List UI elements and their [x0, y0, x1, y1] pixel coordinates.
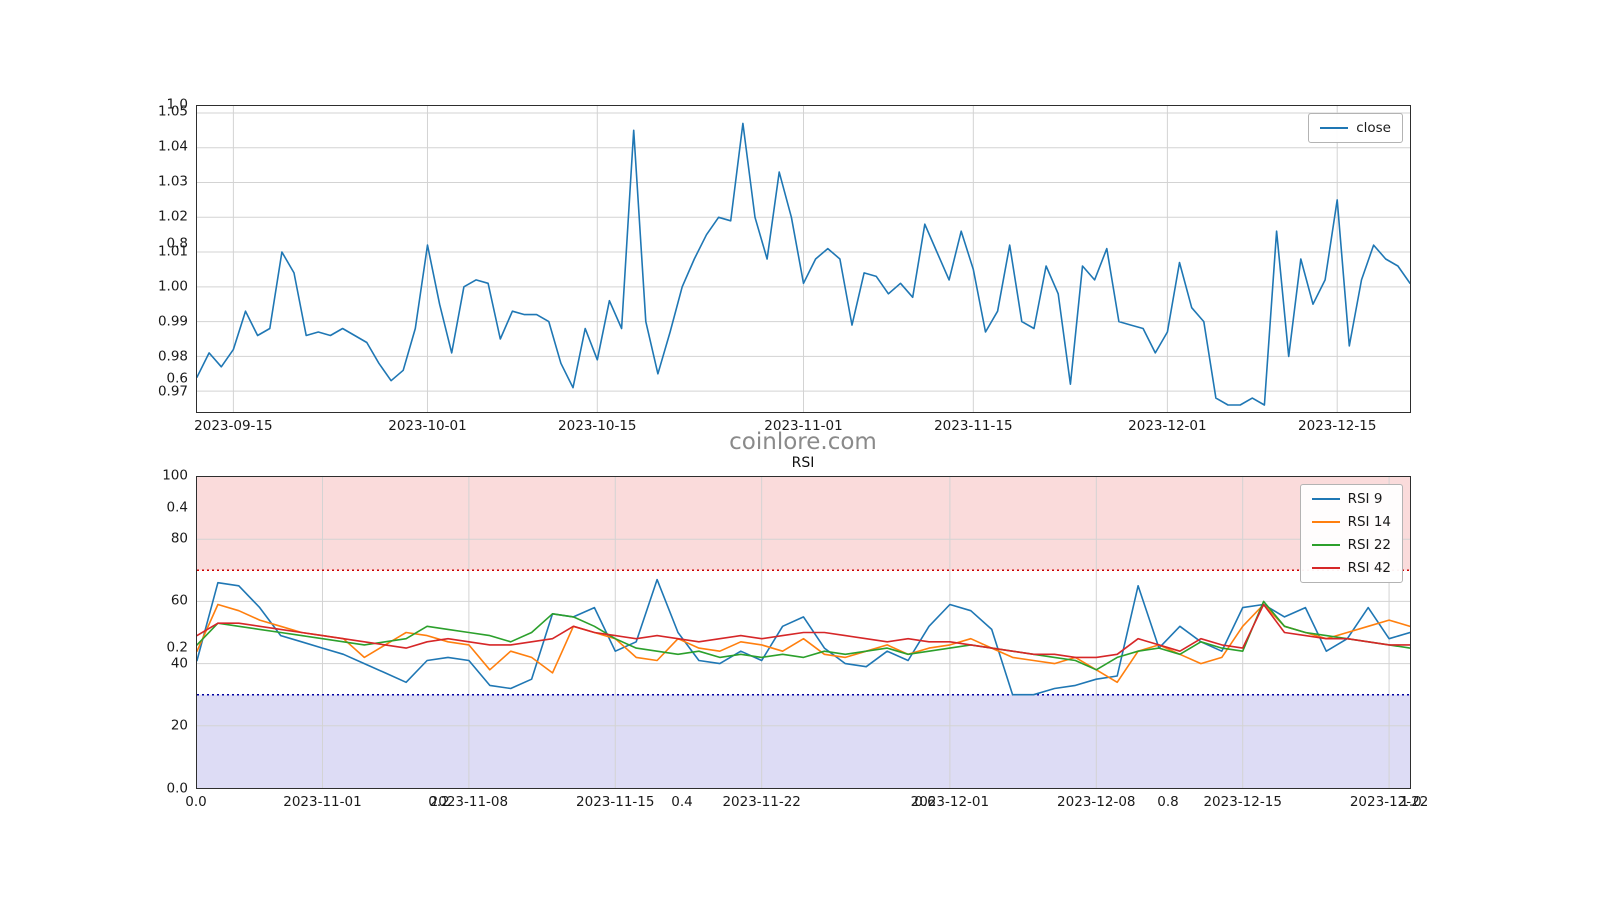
stray-tick-label: 0.6	[166, 370, 188, 387]
series-rsi-22	[197, 600, 1410, 671]
stray-tick-label: 0.0	[185, 794, 207, 810]
rsi-chart-plot: RSI 9 RSI 14 RSI 22 RSI 42	[196, 476, 1411, 789]
y-tick-label: 100	[162, 467, 188, 484]
x-tick-label: 2023-11-22	[722, 794, 801, 810]
x-tick-label: 2023-09-15	[194, 418, 273, 434]
legend-line-sample	[1311, 521, 1340, 523]
legend-label: RSI 14	[1347, 514, 1391, 530]
legend-line-sample	[1311, 544, 1340, 546]
legend-label: RSI 22	[1347, 537, 1391, 553]
y-tick-label: 1.01	[157, 243, 188, 260]
legend-entry: RSI 42	[1311, 560, 1391, 576]
legend-entry: close	[1320, 120, 1391, 136]
series-rsi-14	[197, 603, 1410, 684]
legend-entry: RSI 9	[1311, 491, 1391, 507]
x-tick-label: 2023-12-01	[910, 794, 990, 810]
legend-entry: RSI 22	[1311, 537, 1391, 553]
y-tick-label: 1.05	[157, 103, 188, 120]
stray-tick-label: 0.8	[166, 234, 188, 251]
stray-tick-label: 1.0	[1400, 794, 1422, 810]
y-tick-label: 0.98	[157, 348, 188, 365]
x-tick-label: 2023-12-15	[1297, 418, 1377, 434]
x-tick-label: 2023-11-01	[283, 794, 362, 810]
stray-tick-label: 0.2	[428, 794, 450, 810]
rsi-chart-title: RSI	[791, 455, 815, 471]
x-tick-label: 2023-11-15	[934, 418, 1013, 434]
y-tick-label: 0.97	[157, 383, 188, 400]
series-rsi-9	[197, 578, 1410, 696]
x-tick-label: 2023-11-08	[429, 794, 509, 810]
oversold-band	[197, 694, 1410, 788]
legend-line-sample	[1311, 498, 1340, 500]
x-tick-label: 2023-11-01	[764, 418, 843, 434]
y-tick-label: 60	[170, 592, 188, 609]
y-tick-label: 20	[170, 717, 188, 734]
x-tick-label: 2023-12-15	[1203, 794, 1282, 810]
series-close	[197, 122, 1410, 406]
x-tick-label: 2023-12-22	[1349, 794, 1429, 810]
series-rsi-42	[197, 603, 1410, 659]
y-tick-label: 40	[170, 655, 188, 672]
y-tick-label: 80	[170, 529, 188, 546]
x-tick-label: 2023-12-08	[1057, 794, 1136, 810]
stray-tick-label: 0.6	[914, 794, 936, 810]
legend-entry: RSI 14	[1311, 514, 1391, 530]
y-tick-label: 0.0	[166, 780, 188, 797]
stray-tick-label: 0.4	[671, 794, 693, 810]
x-tick-label: 2023-10-01	[388, 418, 467, 434]
legend-line-sample	[1311, 567, 1340, 569]
legend-label: RSI 9	[1347, 491, 1383, 507]
y-tick-label: 1.03	[157, 173, 188, 190]
price-legend: close	[1308, 113, 1403, 143]
stray-tick-label: 0.4	[166, 499, 188, 516]
price-chart-plot: close	[196, 105, 1411, 413]
overbought-band	[197, 477, 1410, 571]
stray-tick-label: 1.0	[166, 96, 188, 113]
rsi-chart-svg	[197, 477, 1410, 788]
x-tick-label: 2023-10-15	[558, 418, 637, 434]
x-tick-label: 2023-11-15	[576, 794, 655, 810]
y-tick-label: 1.04	[157, 138, 188, 155]
watermark: coinlore.com	[729, 429, 877, 455]
legend-line-sample	[1320, 127, 1349, 129]
y-tick-label: 1.02	[157, 208, 188, 225]
y-tick-label: 0.99	[157, 313, 188, 330]
legend-label: close	[1356, 120, 1391, 136]
y-tick-label: 1.00	[157, 278, 188, 295]
x-tick-label: 2023-12-01	[1128, 418, 1207, 434]
rsi-legend: RSI 9 RSI 14 RSI 22 RSI 42	[1299, 484, 1403, 583]
stray-tick-label: 0.8	[1157, 794, 1179, 810]
stray-tick-label: 0.2	[166, 638, 188, 655]
legend-label: RSI 42	[1347, 560, 1391, 576]
price-chart-svg	[197, 106, 1410, 412]
